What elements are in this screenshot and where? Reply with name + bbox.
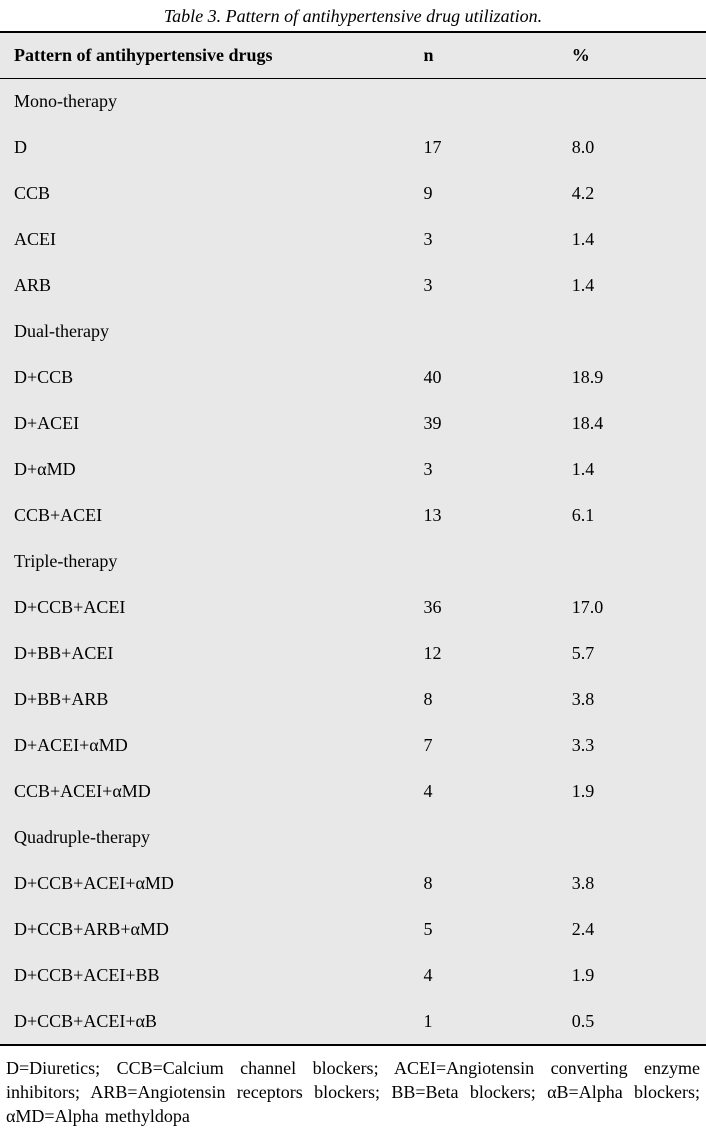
cell-pct: 5.7 bbox=[558, 631, 706, 677]
table-row: Triple-therapy bbox=[0, 539, 706, 585]
cell-pct: 18.9 bbox=[558, 355, 706, 401]
table-row: D+BB+ACEI125.7 bbox=[0, 631, 706, 677]
table-row: CCB+ACEI136.1 bbox=[0, 493, 706, 539]
cell-pattern: ARB bbox=[0, 263, 409, 309]
cell-pattern: D+CCB+ACEI bbox=[0, 585, 409, 631]
cell-pct: 0.5 bbox=[558, 999, 706, 1045]
table-row: D+CCB4018.9 bbox=[0, 355, 706, 401]
cell-pct: 1.4 bbox=[558, 217, 706, 263]
cell-pct: 18.4 bbox=[558, 401, 706, 447]
cell-pct: 1.4 bbox=[558, 447, 706, 493]
table-row: ACEI31.4 bbox=[0, 217, 706, 263]
cell-n bbox=[409, 79, 557, 125]
cell-pct: 6.1 bbox=[558, 493, 706, 539]
cell-n: 8 bbox=[409, 861, 557, 907]
cell-pattern: D+CCB bbox=[0, 355, 409, 401]
table-row: CCB+ACEI+αMD41.9 bbox=[0, 769, 706, 815]
data-table: Pattern of antihypertensive drugs n % Mo… bbox=[0, 31, 706, 1046]
cell-pattern: D+CCB+ARB+αMD bbox=[0, 907, 409, 953]
cell-n: 17 bbox=[409, 125, 557, 171]
cell-pct bbox=[558, 815, 706, 861]
cell-n bbox=[409, 539, 557, 585]
col-header-n: n bbox=[409, 32, 557, 79]
cell-n: 8 bbox=[409, 677, 557, 723]
cell-pct bbox=[558, 539, 706, 585]
cell-pattern: D+BB+ACEI bbox=[0, 631, 409, 677]
table-row: D+CCB+ARB+αMD52.4 bbox=[0, 907, 706, 953]
cell-n: 3 bbox=[409, 447, 557, 493]
cell-pattern: D bbox=[0, 125, 409, 171]
cell-n: 3 bbox=[409, 263, 557, 309]
cell-pattern: ACEI bbox=[0, 217, 409, 263]
table-row: Mono-therapy bbox=[0, 79, 706, 125]
cell-n: 1 bbox=[409, 999, 557, 1045]
cell-pct bbox=[558, 79, 706, 125]
cell-pct: 17.0 bbox=[558, 585, 706, 631]
cell-n: 3 bbox=[409, 217, 557, 263]
cell-pct: 3.8 bbox=[558, 677, 706, 723]
cell-pct: 3.8 bbox=[558, 861, 706, 907]
cell-pct: 2.4 bbox=[558, 907, 706, 953]
table-body: Mono-therapyD178.0CCB94.2ACEI31.4ARB31.4… bbox=[0, 79, 706, 1045]
cell-pct: 1.9 bbox=[558, 953, 706, 999]
cell-pattern: D+ACEI bbox=[0, 401, 409, 447]
col-header-pct: % bbox=[558, 32, 706, 79]
cell-pct: 1.9 bbox=[558, 769, 706, 815]
cell-pattern: D+CCB+ACEI+BB bbox=[0, 953, 409, 999]
cell-pattern: CCB bbox=[0, 171, 409, 217]
cell-n bbox=[409, 309, 557, 355]
cell-n bbox=[409, 815, 557, 861]
cell-n: 7 bbox=[409, 723, 557, 769]
table-footnote: D=Diuretics; CCB=Calcium channel blocker… bbox=[0, 1046, 706, 1134]
header-row: Pattern of antihypertensive drugs n % bbox=[0, 32, 706, 79]
table-row: D+BB+ARB83.8 bbox=[0, 677, 706, 723]
table-row: D+CCB+ACEI+αMD83.8 bbox=[0, 861, 706, 907]
cell-n: 4 bbox=[409, 769, 557, 815]
table-row: D178.0 bbox=[0, 125, 706, 171]
cell-pattern: Triple-therapy bbox=[0, 539, 409, 585]
cell-n: 36 bbox=[409, 585, 557, 631]
table-row: CCB94.2 bbox=[0, 171, 706, 217]
table-row: D+CCB+ACEI+BB41.9 bbox=[0, 953, 706, 999]
col-header-pattern: Pattern of antihypertensive drugs bbox=[0, 32, 409, 79]
cell-pattern: D+BB+ARB bbox=[0, 677, 409, 723]
cell-pct: 4.2 bbox=[558, 171, 706, 217]
cell-pattern: D+CCB+ACEI+αMD bbox=[0, 861, 409, 907]
cell-pattern: CCB+ACEI bbox=[0, 493, 409, 539]
cell-pattern: Dual-therapy bbox=[0, 309, 409, 355]
cell-pattern: CCB+ACEI+αMD bbox=[0, 769, 409, 815]
cell-pattern: Quadruple-therapy bbox=[0, 815, 409, 861]
table-row: ARB31.4 bbox=[0, 263, 706, 309]
cell-n: 5 bbox=[409, 907, 557, 953]
table-row: Dual-therapy bbox=[0, 309, 706, 355]
cell-pattern: D+CCB+ACEI+αB bbox=[0, 999, 409, 1045]
cell-pattern: D+αMD bbox=[0, 447, 409, 493]
table-row: D+αMD31.4 bbox=[0, 447, 706, 493]
table-row: D+CCB+ACEI3617.0 bbox=[0, 585, 706, 631]
cell-pct: 8.0 bbox=[558, 125, 706, 171]
cell-n: 9 bbox=[409, 171, 557, 217]
cell-pct bbox=[558, 309, 706, 355]
cell-pct: 1.4 bbox=[558, 263, 706, 309]
cell-pct: 3.3 bbox=[558, 723, 706, 769]
table-row: Quadruple-therapy bbox=[0, 815, 706, 861]
table-row: D+CCB+ACEI+αB10.5 bbox=[0, 999, 706, 1045]
table-row: D+ACEI3918.4 bbox=[0, 401, 706, 447]
cell-n: 40 bbox=[409, 355, 557, 401]
cell-n: 39 bbox=[409, 401, 557, 447]
table-title: Table 3. Pattern of antihypertensive dru… bbox=[0, 0, 706, 31]
table-row: D+ACEI+αMD73.3 bbox=[0, 723, 706, 769]
cell-pattern: Mono-therapy bbox=[0, 79, 409, 125]
cell-n: 12 bbox=[409, 631, 557, 677]
cell-n: 4 bbox=[409, 953, 557, 999]
cell-pattern: D+ACEI+αMD bbox=[0, 723, 409, 769]
cell-n: 13 bbox=[409, 493, 557, 539]
